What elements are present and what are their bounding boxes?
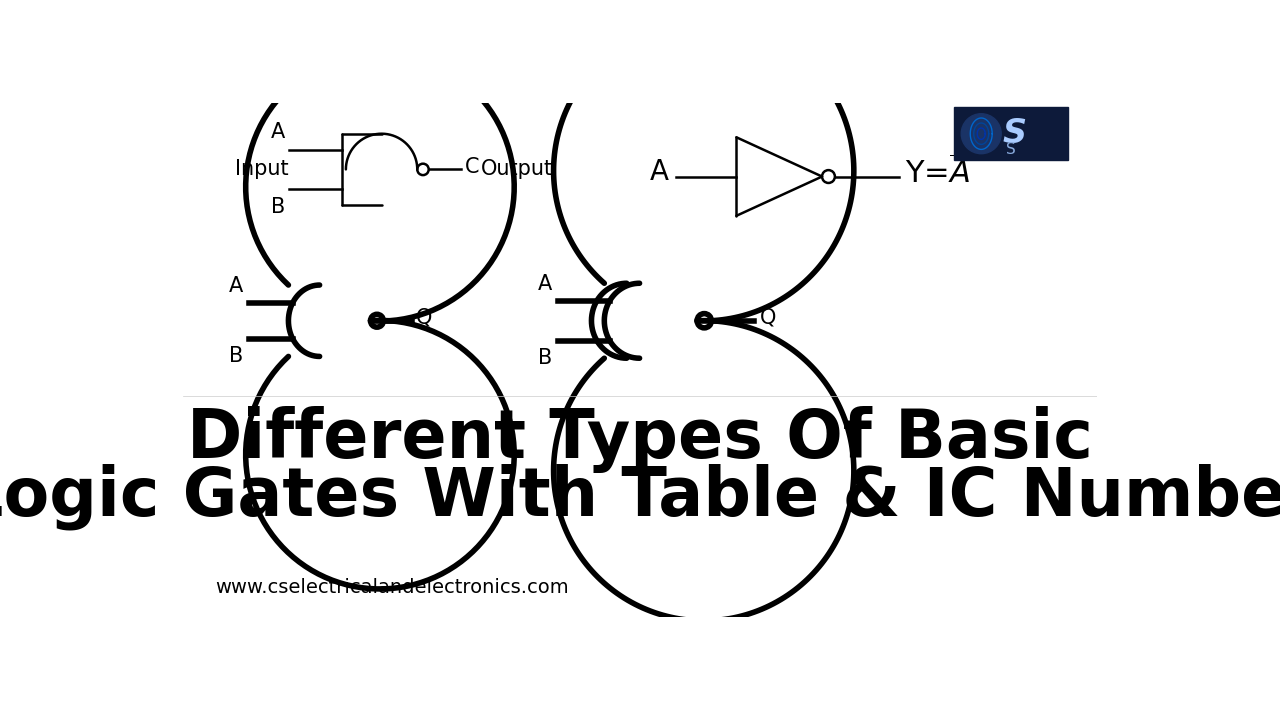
Text: Q: Q	[416, 308, 433, 328]
Text: Q: Q	[760, 308, 776, 328]
Circle shape	[961, 114, 1001, 153]
Text: A: A	[229, 276, 243, 296]
Text: C: C	[465, 157, 479, 177]
Text: B: B	[229, 346, 243, 366]
Text: S: S	[1006, 143, 1016, 157]
Text: S: S	[1002, 117, 1027, 150]
Text: A: A	[649, 158, 668, 186]
Text: B: B	[538, 348, 552, 368]
Text: A: A	[538, 274, 552, 294]
Text: B: B	[271, 197, 285, 217]
Text: Different Types Of Basic: Different Types Of Basic	[187, 407, 1093, 474]
Bar	[954, 107, 1069, 160]
Text: www.cselectricalandelectronics.com: www.cselectricalandelectronics.com	[215, 578, 568, 597]
Text: Output: Output	[481, 159, 553, 179]
Text: Logic Gates With Table & IC Number: Logic Gates With Table & IC Number	[0, 464, 1280, 531]
Text: Y=$\overline{A}$: Y=$\overline{A}$	[905, 156, 972, 190]
Text: A: A	[271, 122, 285, 142]
Text: Input: Input	[236, 159, 289, 179]
